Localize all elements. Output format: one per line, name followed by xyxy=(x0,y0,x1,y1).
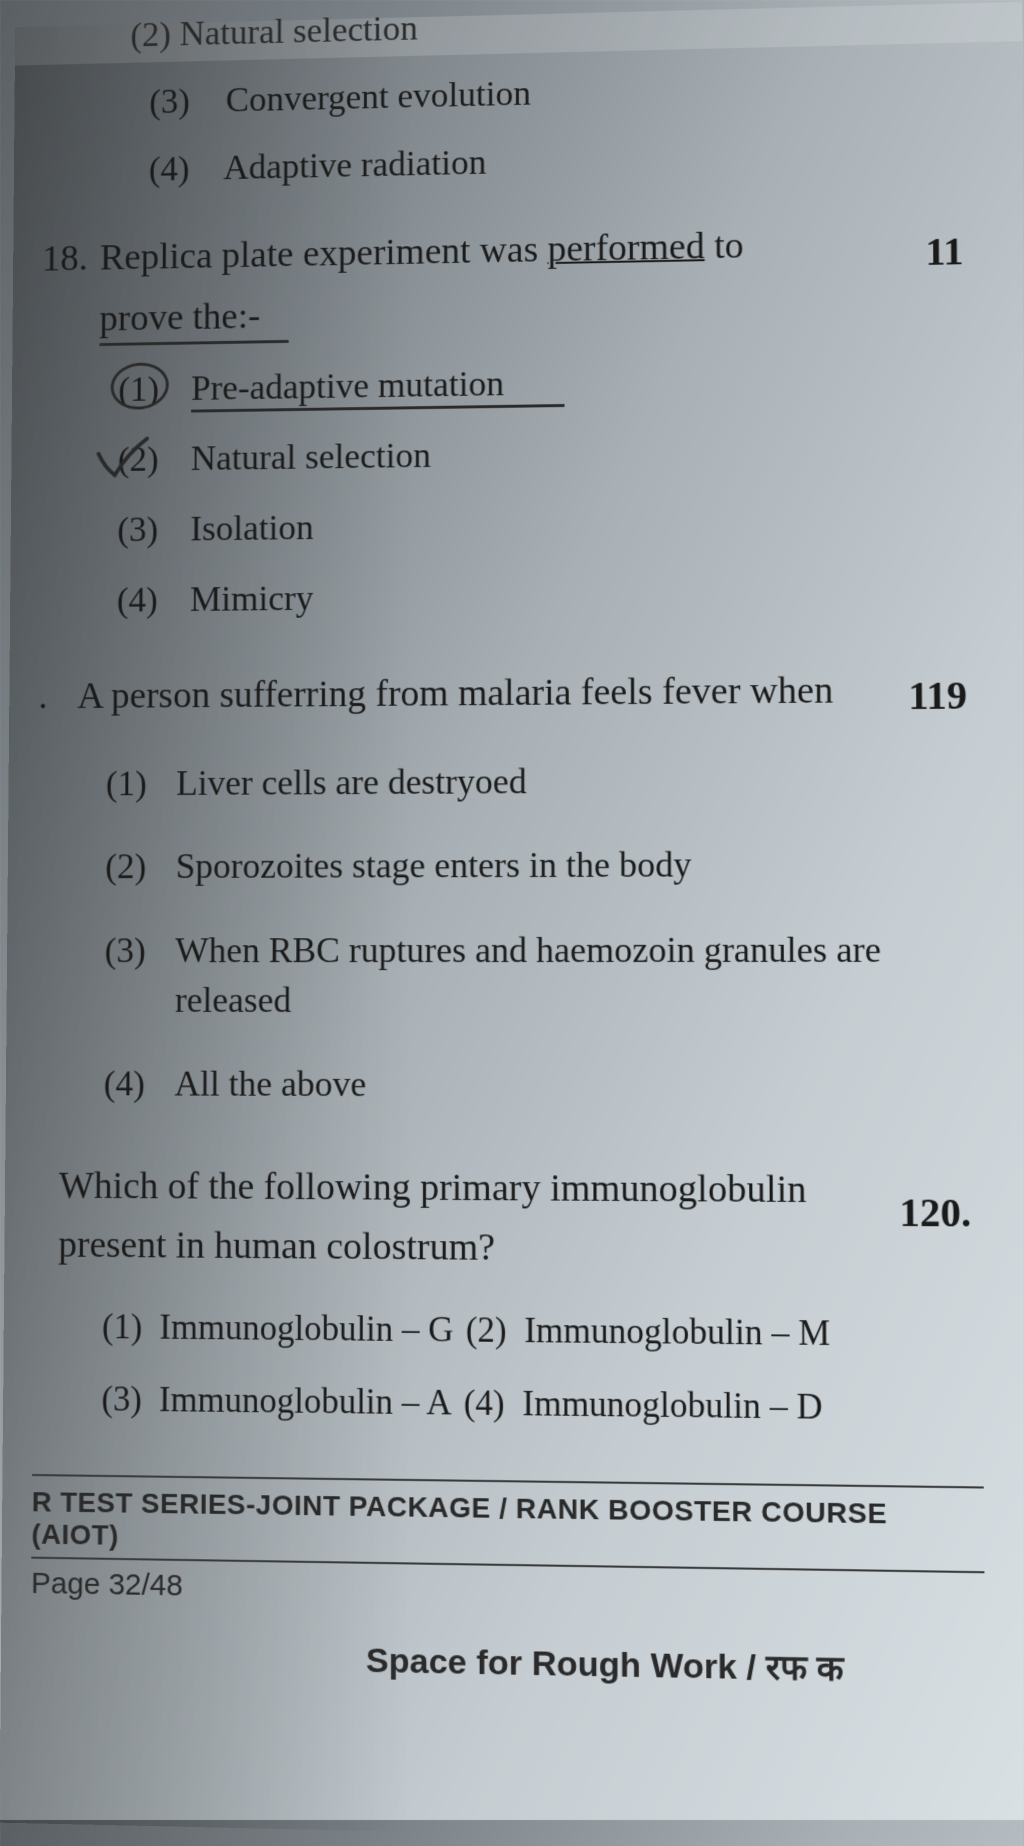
q19-opt2: (2)Sporozoites stage enters in the body xyxy=(105,839,979,892)
opt-row-2: (3) Immunoglobulin – A (4) Immunoglobuli… xyxy=(101,1379,983,1429)
footer-series: R TEST SERIES-JOINT PACKAGE / RANK BOOST… xyxy=(31,1486,984,1573)
opt-text: All the above xyxy=(174,1059,927,1112)
q20-options: (1) Immunoglobulin – G (2) Immunoglobuli… xyxy=(101,1307,983,1430)
q18-options: (1)Pre-adaptive mutation (2)Natural sele… xyxy=(117,355,977,620)
q18-opt4: (4)Mimicry xyxy=(117,570,977,620)
opt-num: (2) xyxy=(105,842,176,892)
prev-option-4: (4) Adaptive radiation xyxy=(149,131,973,190)
q18-text1: Replica plate experiment was xyxy=(100,229,548,278)
opt-num: (2) xyxy=(466,1310,507,1350)
check-mark-icon xyxy=(93,434,156,488)
opt-text: Mimicry xyxy=(190,578,314,619)
q18-opt1: (1)Pre-adaptive mutation xyxy=(118,355,975,410)
opt-num: (4) xyxy=(464,1383,505,1423)
question-malaria: 119 .A person sufferring from malaria fe… xyxy=(38,660,977,725)
opt-num: (4) xyxy=(149,147,217,189)
opt-text: Immunoglobulin – G xyxy=(159,1307,453,1349)
page-number: Page 32/48 xyxy=(31,1566,985,1616)
opt-row-1: (1) Immunoglobulin – G (2) Immunoglobuli… xyxy=(102,1307,983,1356)
content-area: (2) Natural selection (3) Convergent evo… xyxy=(1,0,1024,1694)
prev-opt2: (2) Natural selection xyxy=(130,8,417,54)
q18-after: to xyxy=(705,225,744,267)
opt-text: Convergent evolution xyxy=(226,73,531,119)
opt-num: (4) xyxy=(117,579,190,621)
q20-opt3: (3) Immunoglobulin – A xyxy=(101,1379,451,1423)
q18-underlined: performed xyxy=(547,226,704,270)
q18-opt2: (2)Natural selection xyxy=(118,427,976,480)
partial-prev-option: (2) Natural selection xyxy=(130,0,972,55)
opt-num: (4) xyxy=(104,1059,175,1109)
opt-text: Pre-adaptive mutation xyxy=(191,364,504,408)
q20-line1: Which of the following primary immunoglo… xyxy=(59,1165,807,1211)
q18-line2: prove the:- xyxy=(99,282,974,340)
opt-num: (1) xyxy=(102,1307,142,1347)
prev-option-3: (3) Convergent evolution xyxy=(149,62,972,122)
q-number: 18. xyxy=(42,231,100,287)
rough-work-label: Space for Rough Work / रफ क xyxy=(229,1632,986,1693)
q19-text: A person sufferring from malaria feels f… xyxy=(77,670,833,717)
opt-text: Immunoglobulin – A xyxy=(159,1379,452,1422)
q-body: Replica plate experiment was performed t… xyxy=(100,215,930,286)
opt-text: Isolation xyxy=(190,508,313,549)
handwritten-underline-icon xyxy=(99,340,289,346)
question-18: 11 18.Replica plate experiment was perfo… xyxy=(42,214,974,287)
q19-opt1: (1)Liver cells are destryoed xyxy=(106,754,978,809)
q20-opt4: (4) Immunoglobulin – D xyxy=(464,1383,823,1428)
opt-text: Sporozoites stage enters in the body xyxy=(176,839,926,892)
opt-text: Liver cells are destryoed xyxy=(176,754,925,808)
q20-opt1: (1) Immunoglobulin – G xyxy=(102,1307,454,1351)
q20-line2: present in human colostrum? xyxy=(58,1223,495,1268)
q18-opt3: (3)Isolation xyxy=(117,498,976,550)
opt-num: (3) xyxy=(104,925,175,975)
opt-text: Immunoglobulin – D xyxy=(522,1383,822,1426)
opt-text: Immunoglobulin – M xyxy=(524,1310,830,1353)
opt-text: Adaptive radiation xyxy=(223,142,486,186)
q19-opt4: (4)All the above xyxy=(104,1059,981,1112)
opt-num: (3) xyxy=(101,1379,142,1419)
right-margin-num: 120. xyxy=(899,1181,971,1245)
opt-text: When RBC ruptures and haemozoin granules… xyxy=(175,924,927,1026)
right-margin-num: 11 xyxy=(925,222,964,282)
question-immunoglobulin: 120. Which of the following primary immu… xyxy=(58,1157,982,1282)
opt-num: (1) xyxy=(106,758,177,808)
opt-text: Natural selection xyxy=(191,435,431,477)
q20-opt2: (2) Immunoglobulin – M xyxy=(466,1310,831,1354)
page-container: (2) Natural selection (3) Convergent evo… xyxy=(0,2,1024,1846)
right-margin-num: 119 xyxy=(908,664,967,727)
q19-options: (1)Liver cells are destryoed (2)Sporozoi… xyxy=(104,754,981,1112)
q-prefix: . xyxy=(38,668,77,726)
q19-opt3: (3)When RBC ruptures and haemozoin granu… xyxy=(104,924,980,1026)
opt-num: (3) xyxy=(149,80,217,122)
q18-text2: prove the:- xyxy=(99,296,260,340)
opt-num: (3) xyxy=(117,508,190,550)
